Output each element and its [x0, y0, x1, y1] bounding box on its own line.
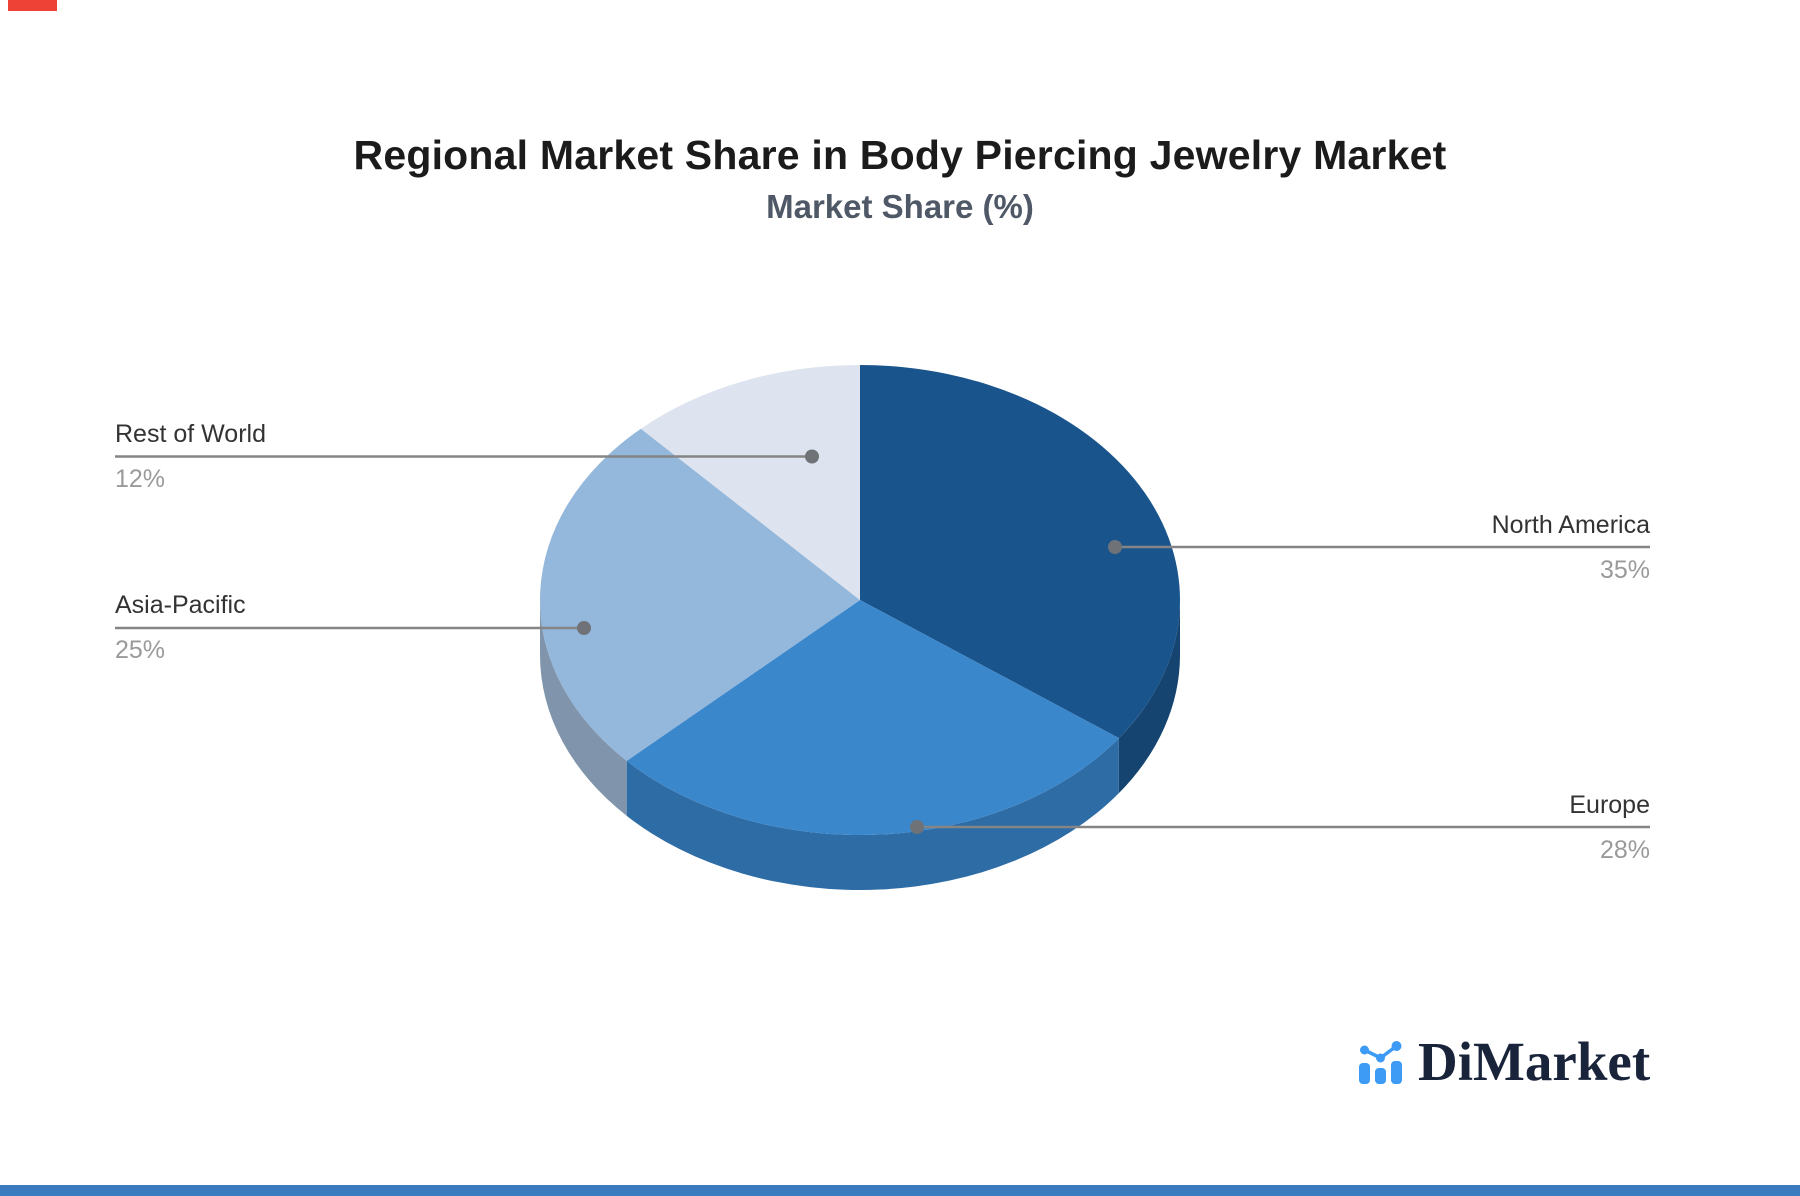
callout-value-asia-pacific: 25%	[115, 636, 166, 664]
pie-slice-side	[626, 738, 1119, 890]
pie-slice-rest-of-world[interactable]	[640, 365, 860, 600]
bar-chart-trend-icon	[1359, 1040, 1402, 1084]
callout-label-rest-of-world: Rest of World	[115, 420, 266, 448]
callout-value-rest-of-world: 12%	[115, 465, 166, 493]
pie-slice-side	[540, 600, 627, 816]
pie-slice-europe[interactable]	[626, 600, 1119, 836]
callout-label-asia-pacific: Asia-Pacific	[115, 591, 246, 619]
brand-logo-text: DiMarket	[1418, 1031, 1651, 1092]
top-accent-bar	[8, 0, 57, 11]
chart-subtitle: Market Share (%)	[766, 188, 1034, 225]
leader-dot-north-america	[1108, 540, 1122, 554]
callout-label-europe: Europe	[1569, 791, 1650, 819]
callout-value-north-america: 35%	[1599, 556, 1650, 584]
chart-title: Regional Market Share in Body Piercing J…	[353, 132, 1447, 178]
leader-dot-asia-pacific	[577, 621, 591, 635]
pie-slice-side	[1118, 600, 1180, 794]
pie-slice-north-america[interactable]	[860, 365, 1180, 739]
leader-dot-rest-of-world	[805, 449, 819, 464]
pie-slice-asia-pacific[interactable]	[540, 428, 860, 761]
footer-bar	[0, 1185, 1800, 1196]
leader-dot-europe	[910, 820, 924, 834]
callout-value-europe: 28%	[1599, 836, 1650, 864]
callout-label-north-america: North America	[1491, 511, 1650, 539]
brand-logo[interactable]: DiMarket	[1358, 1034, 1650, 1089]
